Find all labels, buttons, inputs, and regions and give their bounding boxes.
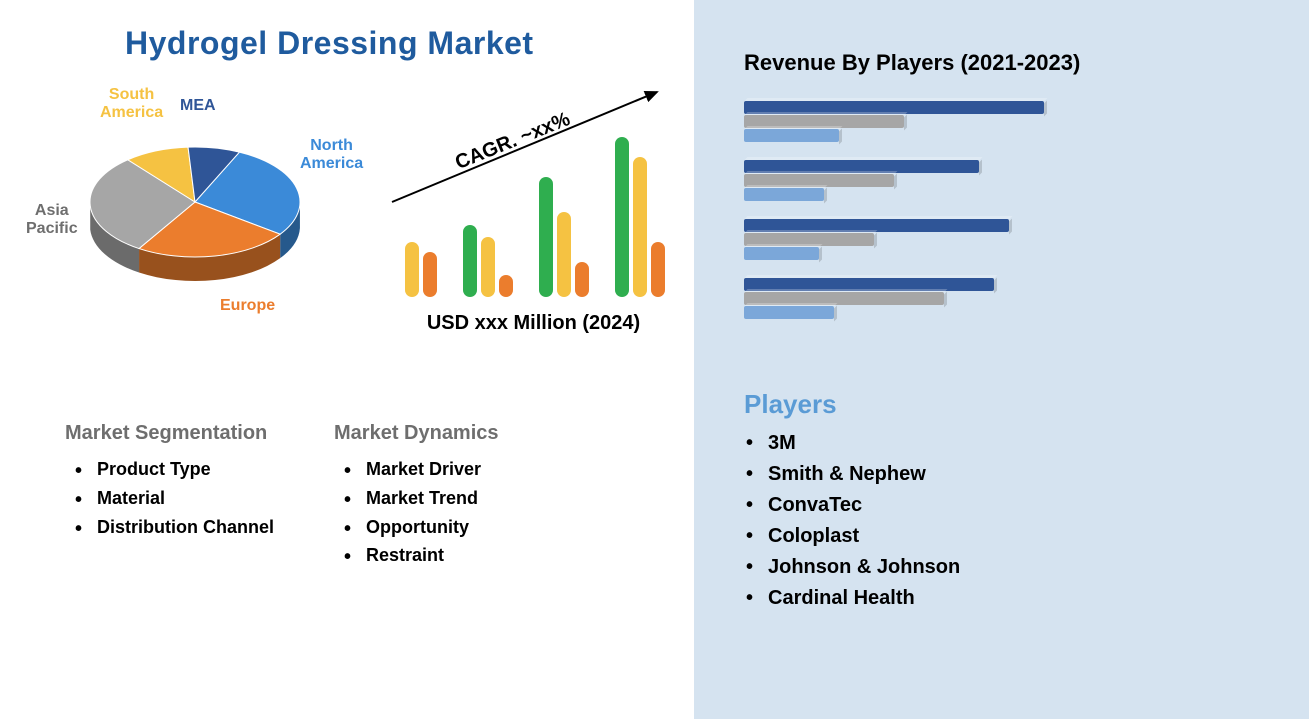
dynamics-heading: Market Dynamics [334,422,499,445]
bar-chart-region: CAGR. ~xx% USD xxx Million (2024) [377,82,674,342]
right-panel: Revenue By Players (2021-2023) Players 3… [694,0,1309,719]
revenue-title: Revenue By Players (2021-2023) [744,50,1279,76]
segmentation-list: Product TypeMaterialDistribution Channel [65,455,274,541]
players-item: Johnson & Johnson [744,552,1279,583]
charts-row: NorthAmericaEuropeAsiaPacificSouthAmeric… [30,82,674,362]
pie-label: MEA [180,97,216,115]
players-heading: Players [744,389,1279,420]
segmentation-item: Distribution Channel [75,513,274,542]
pie-label: AsiaPacific [26,202,78,239]
usd-label: USD xxx Million (2024) [427,312,640,335]
segmentation-heading: Market Segmentation [65,422,274,445]
revenue-bar [744,129,839,142]
players-item: ConvaTec [744,490,1279,521]
segmentation-item: Material [75,484,274,513]
lists-row: Market Segmentation Product TypeMaterial… [30,422,674,570]
players-item: Cardinal Health [744,583,1279,614]
dynamics-block: Market Dynamics Market DriverMarket Tren… [334,422,499,570]
players-item: Coloplast [744,521,1279,552]
dynamics-list: Market DriverMarket TrendOpportunityRest… [334,455,499,570]
segmentation-block: Market Segmentation Product TypeMaterial… [65,422,274,570]
dynamics-item: Restraint [344,541,499,570]
dynamics-item: Opportunity [344,513,499,542]
revenue-group [744,278,1084,319]
revenue-group [744,219,1084,260]
segmentation-item: Product Type [75,455,274,484]
bar-chart [377,82,677,307]
pie-label: NorthAmerica [300,137,363,174]
revenue-group [744,160,1084,201]
dynamics-item: Market Driver [344,455,499,484]
players-item: 3M [744,428,1279,459]
revenue-group [744,101,1084,142]
revenue-bar [744,306,834,319]
pie-chart [85,127,315,307]
pie-label: Europe [220,297,275,315]
left-panel: Hydrogel Dressing Market NorthAmerica Eur… [0,0,694,719]
revenue-chart [744,101,1084,319]
pie-chart-region: NorthAmericaEuropeAsiaPacificSouthAmeric… [30,82,367,342]
players-list: 3MSmith & NephewConvaTecColoplastJohnson… [744,428,1279,614]
revenue-bar [744,188,824,201]
revenue-bar [744,247,819,260]
players-item: Smith & Nephew [744,459,1279,490]
pie-label: SouthAmerica [100,86,163,123]
dynamics-item: Market Trend [344,484,499,513]
page-title: Hydrogel Dressing Market [125,25,674,62]
